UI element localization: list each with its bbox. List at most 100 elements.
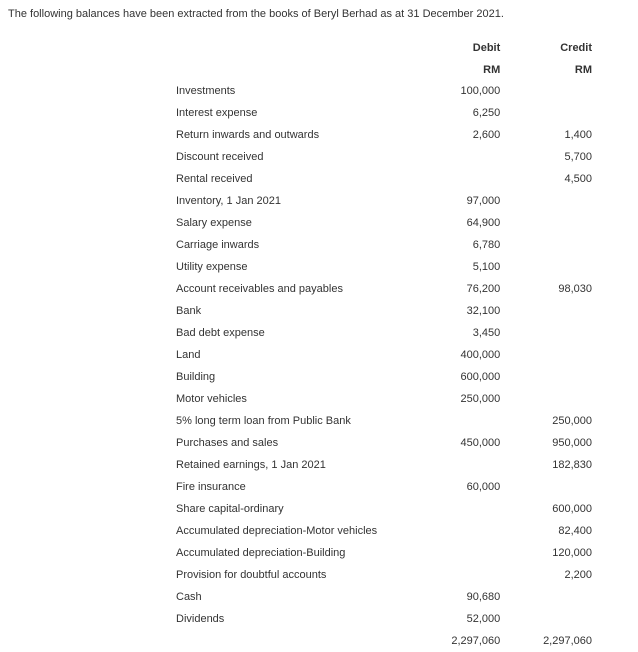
row-label: 5% long term loan from Public Bank xyxy=(170,410,415,432)
row-credit xyxy=(506,102,598,124)
row-debit: 90,680 xyxy=(415,586,507,608)
row-label: Motor vehicles xyxy=(170,388,415,410)
row-debit: 97,000 xyxy=(415,190,507,212)
row-debit: 52,000 xyxy=(415,608,507,630)
header-row-2: RM RM xyxy=(170,58,598,80)
header-row-1: Debit Credit xyxy=(170,36,598,58)
row-credit xyxy=(506,608,598,630)
row-credit xyxy=(506,388,598,410)
header-blank-2 xyxy=(170,58,415,80)
row-label: Utility expense xyxy=(170,256,415,278)
table-row: Dividends52,000 xyxy=(170,608,598,630)
table-row: Discount received 5,700 xyxy=(170,146,598,168)
row-credit xyxy=(506,212,598,234)
trial-balance-wrap: Debit Credit RM RM Investments100,000Int… xyxy=(0,36,638,652)
row-debit: 64,900 xyxy=(415,212,507,234)
row-credit xyxy=(506,234,598,256)
row-debit: 6,780 xyxy=(415,234,507,256)
row-debit: 400,000 xyxy=(415,344,507,366)
totals-debit: 2,297,060 xyxy=(415,630,507,652)
row-debit xyxy=(415,454,507,476)
header-debit: Debit xyxy=(415,36,507,58)
row-credit: 82,400 xyxy=(506,520,598,542)
row-credit: 5,700 xyxy=(506,146,598,168)
row-credit xyxy=(506,476,598,498)
table-row: Building600,000 xyxy=(170,366,598,388)
table-row: Salary expense64,900 xyxy=(170,212,598,234)
row-debit xyxy=(415,410,507,432)
intro-text: The following balances have been extract… xyxy=(0,0,638,36)
row-credit: 950,000 xyxy=(506,432,598,454)
trial-balance-table: Debit Credit RM RM Investments100,000Int… xyxy=(170,36,598,652)
row-credit xyxy=(506,586,598,608)
totals-credit: 2,297,060 xyxy=(506,630,598,652)
header-blank xyxy=(170,36,415,58)
row-label: Share capital-ordinary xyxy=(170,498,415,520)
row-credit xyxy=(506,366,598,388)
row-debit: 6,250 xyxy=(415,102,507,124)
table-row: Motor vehicles250,000 xyxy=(170,388,598,410)
table-row: Return inwards and outwards2,6001,400 xyxy=(170,124,598,146)
table-row: Account receivables and payables76,20098… xyxy=(170,278,598,300)
table-row: Share capital-ordinary 600,000 xyxy=(170,498,598,520)
row-label: Accumulated depreciation-Building xyxy=(170,542,415,564)
header-rm-credit: RM xyxy=(506,58,598,80)
row-label: Bank xyxy=(170,300,415,322)
row-debit: 3,450 xyxy=(415,322,507,344)
row-credit: 1,400 xyxy=(506,124,598,146)
table-row: Cash90,680 xyxy=(170,586,598,608)
row-label: Purchases and sales xyxy=(170,432,415,454)
table-row: Investments100,000 xyxy=(170,80,598,102)
row-label: Salary expense xyxy=(170,212,415,234)
row-credit: 250,000 xyxy=(506,410,598,432)
row-debit: 600,000 xyxy=(415,366,507,388)
row-label: Land xyxy=(170,344,415,366)
row-debit: 250,000 xyxy=(415,388,507,410)
row-debit xyxy=(415,564,507,586)
row-debit: 450,000 xyxy=(415,432,507,454)
header-credit: Credit xyxy=(506,36,598,58)
table-row: Bad debt expense3,450 xyxy=(170,322,598,344)
row-label: Fire insurance xyxy=(170,476,415,498)
row-credit xyxy=(506,322,598,344)
row-label: Account receivables and payables xyxy=(170,278,415,300)
table-row: Carriage inwards6,780 xyxy=(170,234,598,256)
row-credit: 600,000 xyxy=(506,498,598,520)
row-label: Inventory, 1 Jan 2021 xyxy=(170,190,415,212)
table-row: Inventory, 1 Jan 202197,000 xyxy=(170,190,598,212)
row-label: Investments xyxy=(170,80,415,102)
table-row: 5% long term loan from Public Bank 250,00… xyxy=(170,410,598,432)
row-debit xyxy=(415,146,507,168)
row-debit: 60,000 xyxy=(415,476,507,498)
totals-row: 2,297,060 2,297,060 xyxy=(170,630,598,652)
row-debit: 2,600 xyxy=(415,124,507,146)
row-label: Interest expense xyxy=(170,102,415,124)
row-label: Discount received xyxy=(170,146,415,168)
table-row: Provision for doubtful accounts2,200 xyxy=(170,564,598,586)
row-credit: 182,830 xyxy=(506,454,598,476)
row-debit: 5,100 xyxy=(415,256,507,278)
row-credit: 2,200 xyxy=(506,564,598,586)
row-debit: 32,100 xyxy=(415,300,507,322)
totals-label xyxy=(170,630,415,652)
table-row: Bank32,100 xyxy=(170,300,598,322)
table-row: Interest expense6,250 xyxy=(170,102,598,124)
table-row: Accumulated depreciation-Motor vehicles8… xyxy=(170,520,598,542)
table-row: Fire insurance60,000 xyxy=(170,476,598,498)
table-row: Accumulated depreciation-Building 120,000 xyxy=(170,542,598,564)
header-rm-debit: RM xyxy=(415,58,507,80)
row-credit xyxy=(506,80,598,102)
row-credit: 98,030 xyxy=(506,278,598,300)
row-credit: 120,000 xyxy=(506,542,598,564)
row-debit xyxy=(415,498,507,520)
table-row: Utility expense5,100 xyxy=(170,256,598,278)
row-debit xyxy=(415,168,507,190)
row-credit xyxy=(506,190,598,212)
row-label: Return inwards and outwards xyxy=(170,124,415,146)
row-credit xyxy=(506,256,598,278)
row-label: Dividends xyxy=(170,608,415,630)
row-credit xyxy=(506,344,598,366)
table-row: Rental received4,500 xyxy=(170,168,598,190)
row-debit: 100,000 xyxy=(415,80,507,102)
row-debit xyxy=(415,520,507,542)
